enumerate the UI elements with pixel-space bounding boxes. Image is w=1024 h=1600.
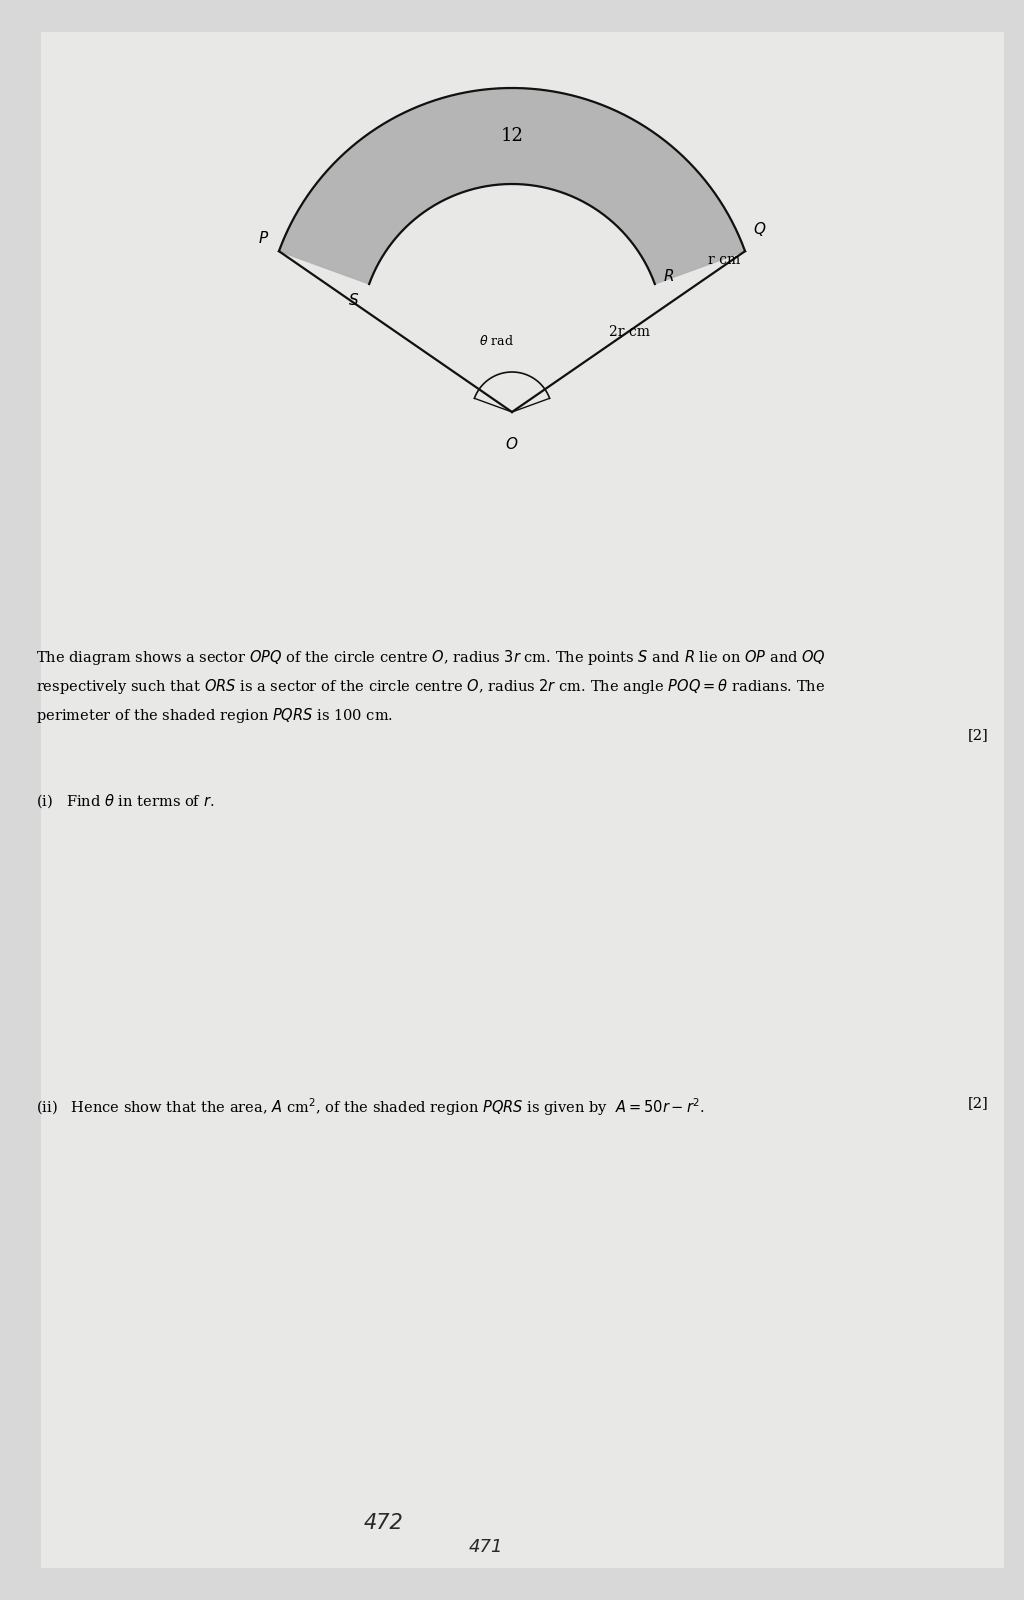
Text: 471: 471 <box>469 1538 504 1557</box>
Text: [2]: [2] <box>968 728 988 742</box>
Text: 12: 12 <box>501 126 523 146</box>
Text: $R$: $R$ <box>663 269 674 285</box>
Text: (ii)   Hence show that the area, $A$ cm$^2$, of the shaded region $PQRS$ is give: (ii) Hence show that the area, $A$ cm$^2… <box>36 1096 705 1118</box>
Text: $Q$: $Q$ <box>754 221 767 238</box>
Polygon shape <box>279 88 745 285</box>
Text: The diagram shows a sector $OPQ$ of the circle centre $O$, radius $3r$ cm. The p: The diagram shows a sector $OPQ$ of the … <box>36 648 825 725</box>
Text: 2r cm: 2r cm <box>609 325 650 339</box>
Text: $O$: $O$ <box>505 435 519 451</box>
FancyBboxPatch shape <box>41 32 1004 1568</box>
Text: r cm: r cm <box>709 253 740 267</box>
Text: (i)   Find $\theta$ in terms of $r$.: (i) Find $\theta$ in terms of $r$. <box>36 792 214 810</box>
Text: $S$: $S$ <box>348 293 359 309</box>
Text: 472: 472 <box>365 1514 403 1533</box>
Text: [2]: [2] <box>968 1096 988 1110</box>
Text: $\theta$ rad: $\theta$ rad <box>479 334 514 347</box>
Text: $P$: $P$ <box>258 230 268 246</box>
